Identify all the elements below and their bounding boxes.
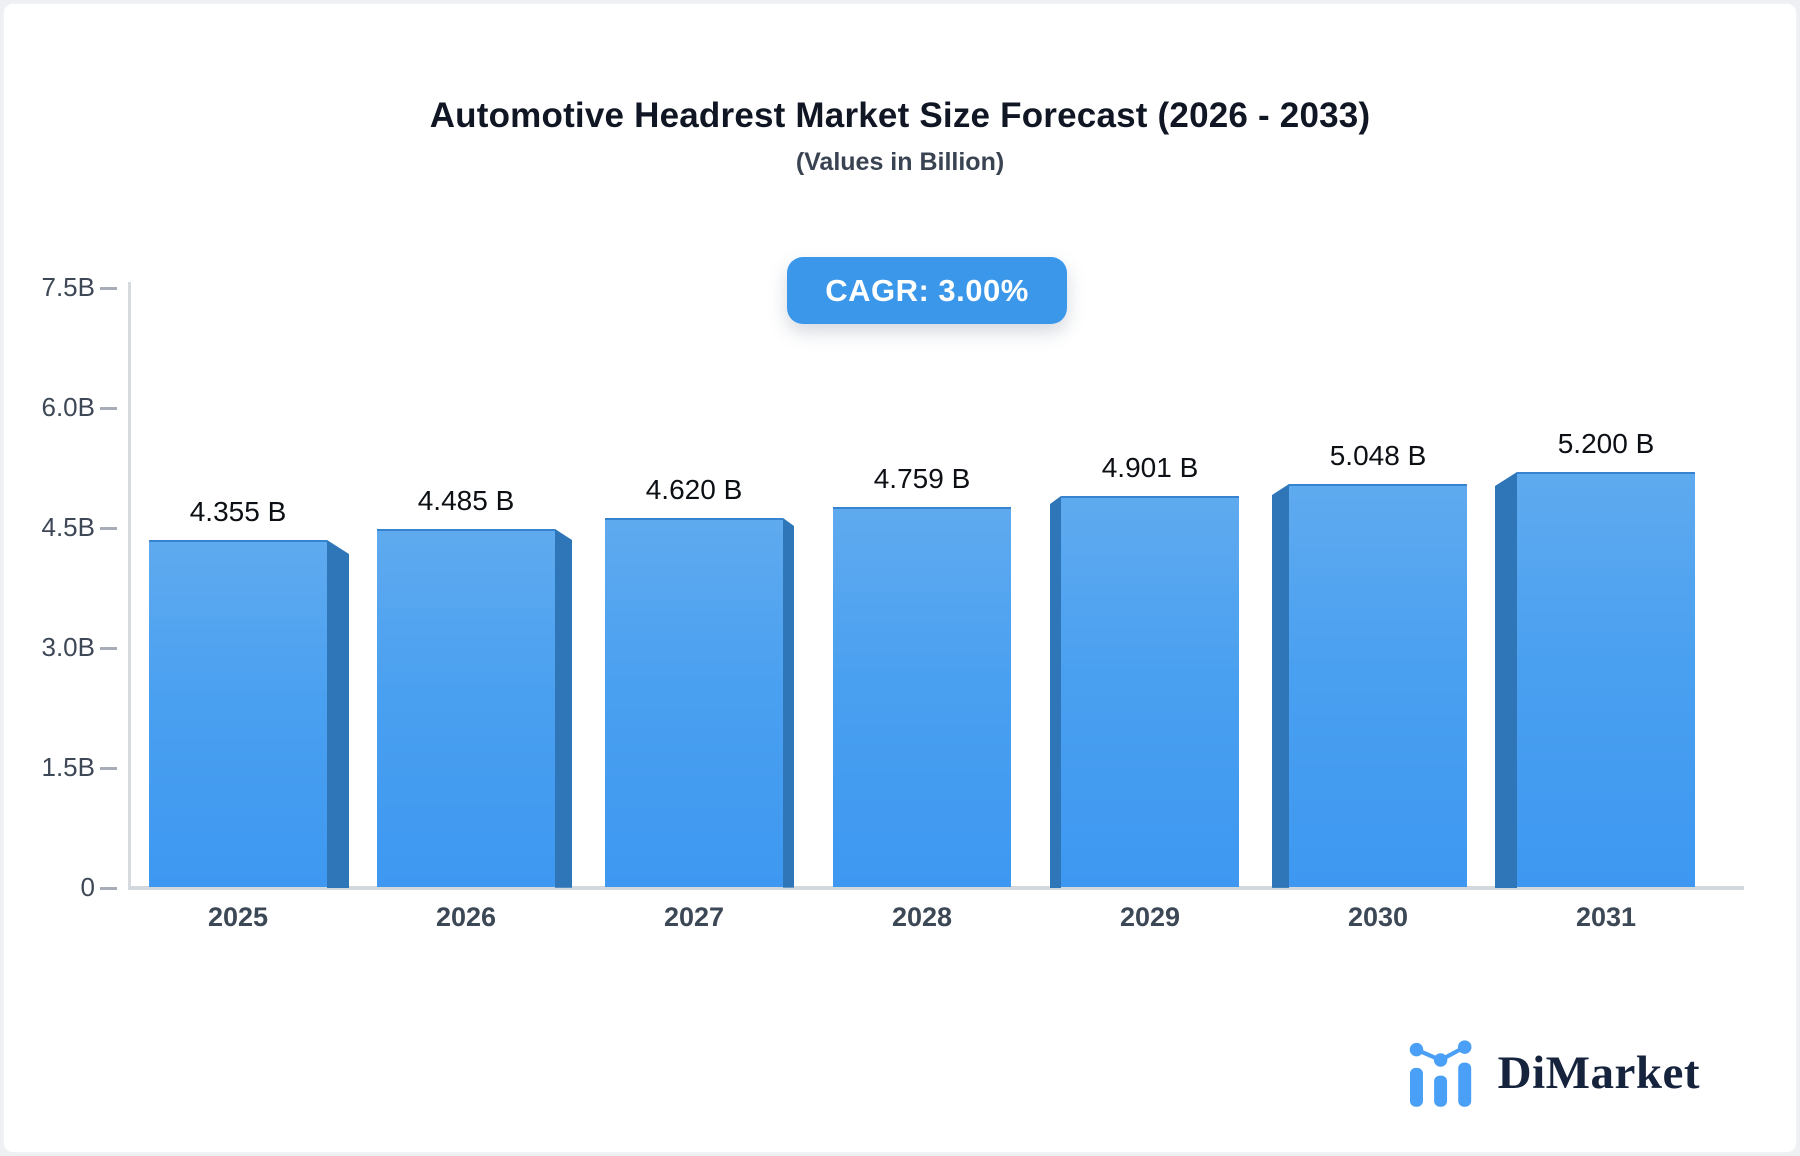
cagr-badge: CAGR: 3.00% bbox=[787, 257, 1067, 324]
y-tick-label: 4.5B bbox=[41, 512, 96, 542]
x-axis-label: 2027 bbox=[663, 902, 725, 932]
x-axis-label: 2028 bbox=[891, 902, 953, 932]
bar-value-label: 4.759 B bbox=[873, 463, 971, 495]
bar-2026 bbox=[377, 529, 555, 887]
x-axis-label: 2031 bbox=[1575, 902, 1637, 932]
chart-subtitle: (Values in Billion) bbox=[795, 148, 1005, 176]
y-tick-label: 0 bbox=[80, 872, 95, 902]
x-axis-line bbox=[128, 886, 1744, 890]
bar-side-face bbox=[555, 529, 572, 888]
bar-2030 bbox=[1289, 484, 1467, 887]
bar-value-label: 4.355 B bbox=[189, 495, 287, 527]
bar-value-label: 5.200 B bbox=[1557, 428, 1655, 459]
x-axis-label: 2030 bbox=[1347, 902, 1409, 932]
bar-value-label: 4.901 B bbox=[1101, 451, 1199, 483]
logo-text: DiMarket bbox=[1497, 1047, 1700, 1099]
bar-2028 bbox=[833, 507, 1011, 887]
x-axis-label: 2029 bbox=[1119, 902, 1181, 932]
bar-2025 bbox=[149, 539, 327, 887]
y-tick-label: 6.0B bbox=[41, 392, 96, 422]
y-tick-mark bbox=[100, 526, 117, 530]
bar-side-face bbox=[1050, 495, 1061, 888]
bar-value-label: 5.048 B bbox=[1329, 440, 1427, 472]
bar-2029 bbox=[1061, 495, 1239, 887]
bar-side-face bbox=[1495, 472, 1517, 888]
cagr-badge-label: CAGR: 3.00% bbox=[825, 272, 1029, 308]
chart-title: Automotive Headrest Market Size Forecast… bbox=[429, 96, 1371, 135]
bar-side-face bbox=[327, 539, 349, 888]
bar-value-label: 4.620 B bbox=[645, 474, 743, 506]
bar-2031 bbox=[1517, 472, 1695, 887]
bar-side-face bbox=[1272, 484, 1289, 888]
y-tick-label: 1.5B bbox=[41, 752, 96, 782]
y-tick-mark bbox=[100, 286, 117, 290]
x-axis-label: 2025 bbox=[207, 902, 269, 932]
y-tick-mark bbox=[100, 886, 117, 890]
bar-value-label: 4.485 B bbox=[417, 485, 515, 517]
y-axis-line bbox=[128, 282, 131, 889]
logo: DiMarket bbox=[1406, 1038, 1700, 1108]
bar-side-face bbox=[783, 518, 794, 888]
y-tick-mark bbox=[100, 766, 117, 770]
y-tick-mark bbox=[100, 406, 117, 410]
bar-2027 bbox=[605, 518, 783, 887]
x-axis-label: 2026 bbox=[435, 902, 497, 932]
y-tick-mark bbox=[100, 646, 117, 650]
bar-chart-icon bbox=[1409, 1040, 1472, 1107]
y-tick-label: 3.0B bbox=[41, 632, 96, 662]
y-tick-label: 7.5B bbox=[41, 272, 96, 302]
